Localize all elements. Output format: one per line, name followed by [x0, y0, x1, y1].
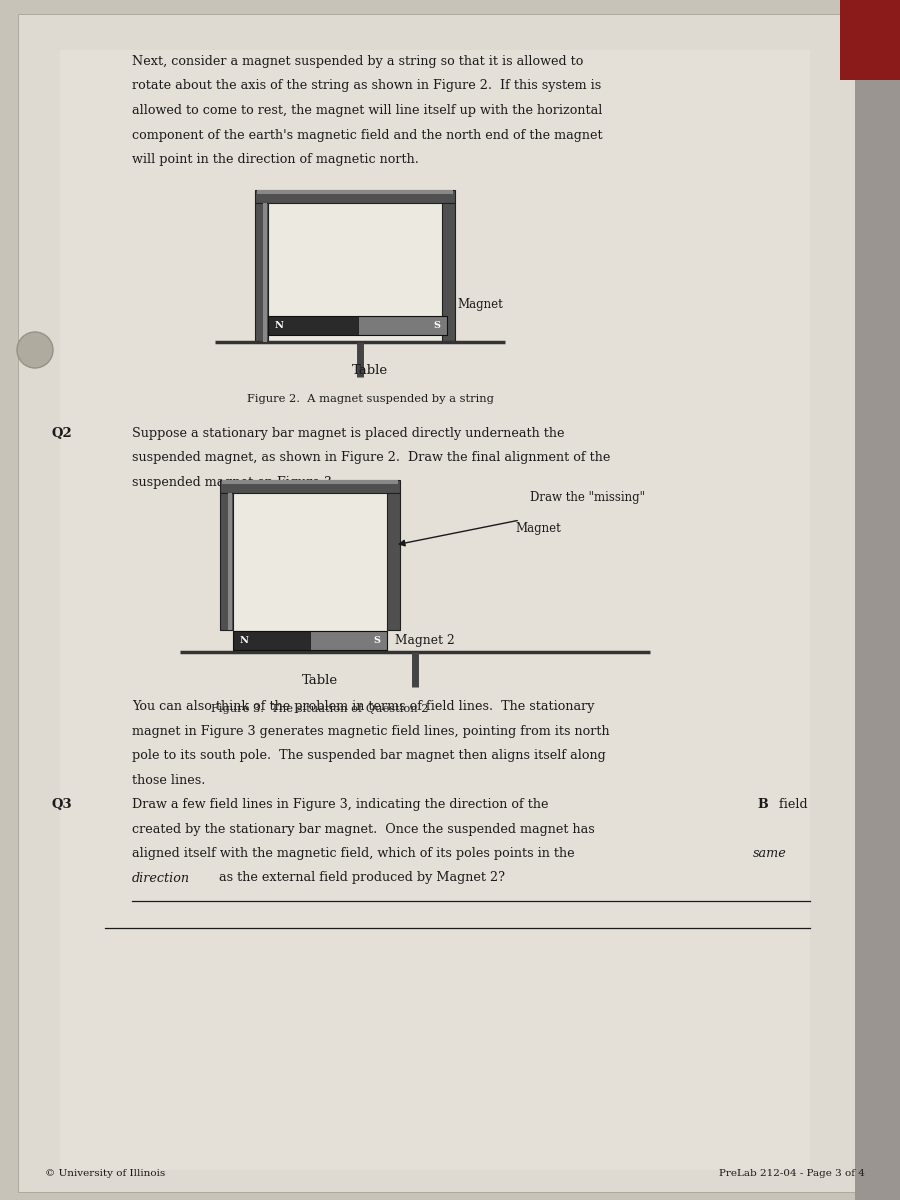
Text: Table: Table [302, 674, 338, 686]
Bar [255, 190, 455, 203]
Text: Magnet 2: Magnet 2 [395, 634, 454, 647]
Text: same: same [753, 847, 787, 860]
Text: Draw a few field lines in Figure 3, indicating the direction of the: Draw a few field lines in Figure 3, indi… [132, 798, 553, 811]
Text: B: B [757, 798, 768, 811]
Text: Magnet: Magnet [515, 522, 561, 535]
Bar [268, 316, 357, 335]
Bar [233, 631, 387, 650]
Text: Next, consider a magnet suspended by a string so that it is allowed to: Next, consider a magnet suspended by a s… [132, 55, 583, 68]
Bar [442, 203, 455, 342]
Text: those lines.: those lines. [132, 774, 205, 786]
Circle shape [17, 332, 53, 368]
Bar [228, 493, 232, 630]
Text: N: N [275, 320, 284, 330]
Polygon shape [840, 0, 900, 80]
Text: created by the stationary bar magnet.  Once the suspended magnet has: created by the stationary bar magnet. On… [132, 822, 595, 835]
Text: Table: Table [352, 364, 388, 377]
Text: You can also think of the problem in terms of field lines.  The stationary: You can also think of the problem in ter… [132, 700, 595, 713]
Bar [233, 631, 310, 650]
Text: rotate about the axis of the string as shown in Figure 2.  If this system is: rotate about the axis of the string as s… [132, 79, 601, 92]
Text: Magnet: Magnet [457, 298, 503, 311]
Bar [255, 203, 268, 342]
Bar [268, 203, 442, 342]
Text: suspended magnet, as shown in Figure 2.  Draw the final alignment of the: suspended magnet, as shown in Figure 2. … [132, 451, 610, 464]
Text: © University of Illinois: © University of Illinois [45, 1169, 166, 1178]
Text: magnet in Figure 3 generates magnetic field lines, pointing from its north: magnet in Figure 3 generates magnetic fi… [132, 725, 609, 738]
Bar [310, 631, 387, 650]
Text: will point in the direction of magnetic north.: will point in the direction of magnetic … [132, 152, 418, 166]
Text: direction: direction [132, 871, 190, 884]
Bar [387, 493, 400, 630]
Text: Q3: Q3 [52, 798, 73, 811]
Text: field: field [775, 798, 807, 811]
Bar [233, 493, 387, 630]
Bar [257, 190, 453, 194]
Text: N: N [240, 636, 249, 646]
Bar [263, 203, 267, 342]
Bar [220, 493, 233, 630]
Bar [855, 80, 900, 1200]
Text: pole to its south pole.  The suspended bar magnet then aligns itself along: pole to its south pole. The suspended ba… [132, 749, 606, 762]
Bar [222, 480, 398, 484]
Text: aligned itself with the magnetic field, which of its poles points in the: aligned itself with the magnetic field, … [132, 847, 579, 860]
Bar [357, 316, 447, 335]
Text: Figure 2.  A magnet suspended by a string: Figure 2. A magnet suspended by a string [247, 394, 493, 404]
Text: Draw the "missing": Draw the "missing" [530, 491, 645, 504]
Text: Figure 3.  The situation of Question 2: Figure 3. The situation of Question 2 [212, 704, 428, 714]
Text: component of the earth's magnetic field and the north end of the magnet: component of the earth's magnetic field … [132, 128, 603, 142]
Text: PreLab 212-04 - Page 3 of 4: PreLab 212-04 - Page 3 of 4 [719, 1169, 865, 1178]
Text: S: S [373, 636, 380, 646]
Text: Suppose a stationary bar magnet is placed directly underneath the: Suppose a stationary bar magnet is place… [132, 427, 564, 440]
Bar [220, 480, 400, 493]
Text: Q2: Q2 [52, 427, 73, 440]
Bar [60, 50, 810, 1170]
Text: as the external field produced by Magnet 2?: as the external field produced by Magnet… [215, 871, 505, 884]
Text: S: S [433, 320, 440, 330]
Text: suspended magnet on Figure 3.: suspended magnet on Figure 3. [132, 476, 336, 490]
Bar [268, 316, 447, 335]
Text: allowed to come to rest, the magnet will line itself up with the horizontal: allowed to come to rest, the magnet will… [132, 104, 602, 116]
